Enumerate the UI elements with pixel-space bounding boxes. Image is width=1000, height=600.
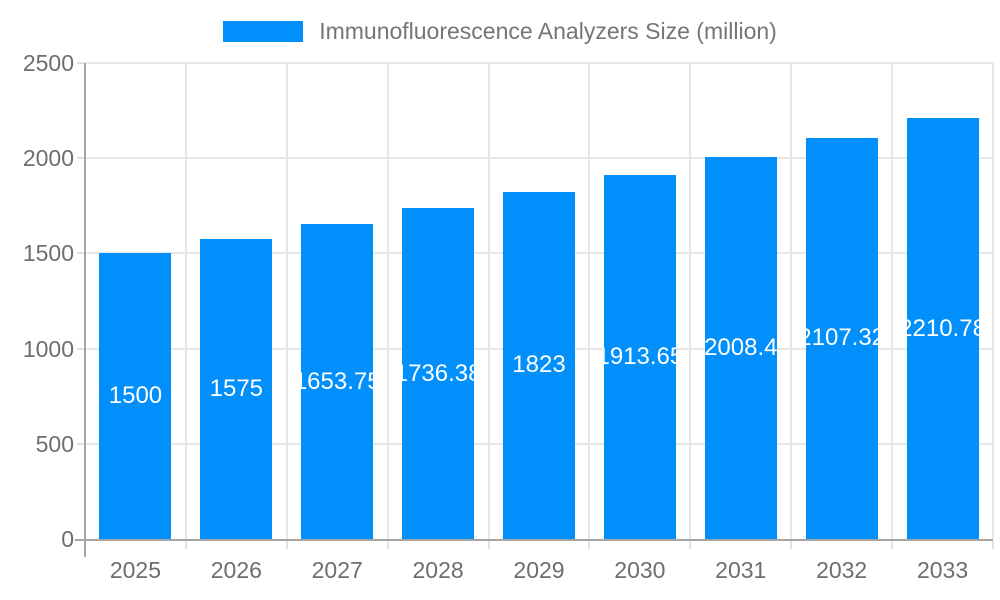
gridline-vertical xyxy=(790,63,793,539)
gridline-vertical xyxy=(891,63,894,539)
bar[interactable]: 1736.38 xyxy=(402,208,475,539)
bar-value-label: 1575 xyxy=(209,375,264,403)
bar[interactable]: 1575 xyxy=(200,239,273,539)
x-tick-mark xyxy=(790,541,793,549)
gridline-vertical xyxy=(689,63,692,539)
x-tick-label: 2032 xyxy=(816,557,868,583)
y-tick-label: 500 xyxy=(35,430,74,457)
x-tick-label: 2031 xyxy=(715,557,767,583)
y-tick-label: 1000 xyxy=(22,335,74,362)
gridline-vertical xyxy=(487,63,490,539)
legend-swatch[interactable] xyxy=(223,21,304,42)
y-tick-label: 2500 xyxy=(22,50,74,76)
x-tick-label: 2028 xyxy=(412,557,464,583)
bar-value-label: 2008.4 xyxy=(704,333,777,361)
y-tick-mark xyxy=(77,62,85,64)
bar-value-label: 2107.32 xyxy=(806,324,878,352)
y-tick-mark xyxy=(77,157,85,160)
x-tick-label: 2030 xyxy=(614,557,666,583)
legend[interactable]: Immunofluorescence Analyzers Size (milli… xyxy=(0,18,1000,45)
bar[interactable]: 1913.65 xyxy=(603,174,676,539)
bar-value-label: 2210.78 xyxy=(907,314,979,342)
bar[interactable]: 1653.75 xyxy=(301,224,374,539)
gridline-vertical xyxy=(588,63,591,539)
gridline-horizontal xyxy=(85,157,993,160)
x-tick-label: 2027 xyxy=(311,557,363,583)
bar[interactable]: 1500 xyxy=(99,253,172,539)
gridline-vertical xyxy=(184,63,187,539)
x-tick-mark xyxy=(184,541,187,549)
x-tick-label: 2033 xyxy=(916,557,969,583)
gridline-vertical xyxy=(285,63,288,539)
y-tick-label: 1500 xyxy=(22,240,74,267)
bar-value-label: 1500 xyxy=(108,382,163,410)
bar[interactable]: 2107.32 xyxy=(805,137,878,539)
bar-value-label: 1823 xyxy=(512,351,566,379)
gridline-horizontal xyxy=(85,62,993,64)
bar-value-label: 1736.38 xyxy=(402,359,474,387)
x-tick-label: 2026 xyxy=(210,557,262,583)
bar[interactable]: 2008.4 xyxy=(704,156,777,539)
y-axis-line xyxy=(84,63,86,557)
bar-value-label: 1653.75 xyxy=(301,367,373,395)
x-tick-label: 2025 xyxy=(109,557,162,583)
y-tick-label: 2000 xyxy=(22,145,74,172)
x-axis-line xyxy=(75,539,993,541)
bar[interactable]: 1823 xyxy=(503,191,575,539)
x-tick-mark xyxy=(588,541,591,549)
x-tick-label: 2029 xyxy=(513,557,565,583)
x-tick-mark xyxy=(386,541,389,549)
y-tick-mark xyxy=(77,347,85,350)
gridline-vertical xyxy=(992,63,994,539)
bar[interactable]: 2210.78 xyxy=(906,118,979,539)
bar-value-label: 1913.65 xyxy=(604,342,676,370)
x-tick-mark xyxy=(689,541,692,549)
x-tick-mark xyxy=(487,541,490,549)
gridline-vertical xyxy=(386,63,389,539)
x-tick-mark xyxy=(992,541,994,549)
y-tick-mark xyxy=(77,442,85,445)
x-tick-mark xyxy=(285,541,288,549)
x-tick-mark xyxy=(891,541,894,549)
y-tick-label: 0 xyxy=(61,526,74,552)
legend-label[interactable]: Immunofluorescence Analyzers Size (milli… xyxy=(319,18,777,44)
y-tick-mark xyxy=(77,252,85,255)
